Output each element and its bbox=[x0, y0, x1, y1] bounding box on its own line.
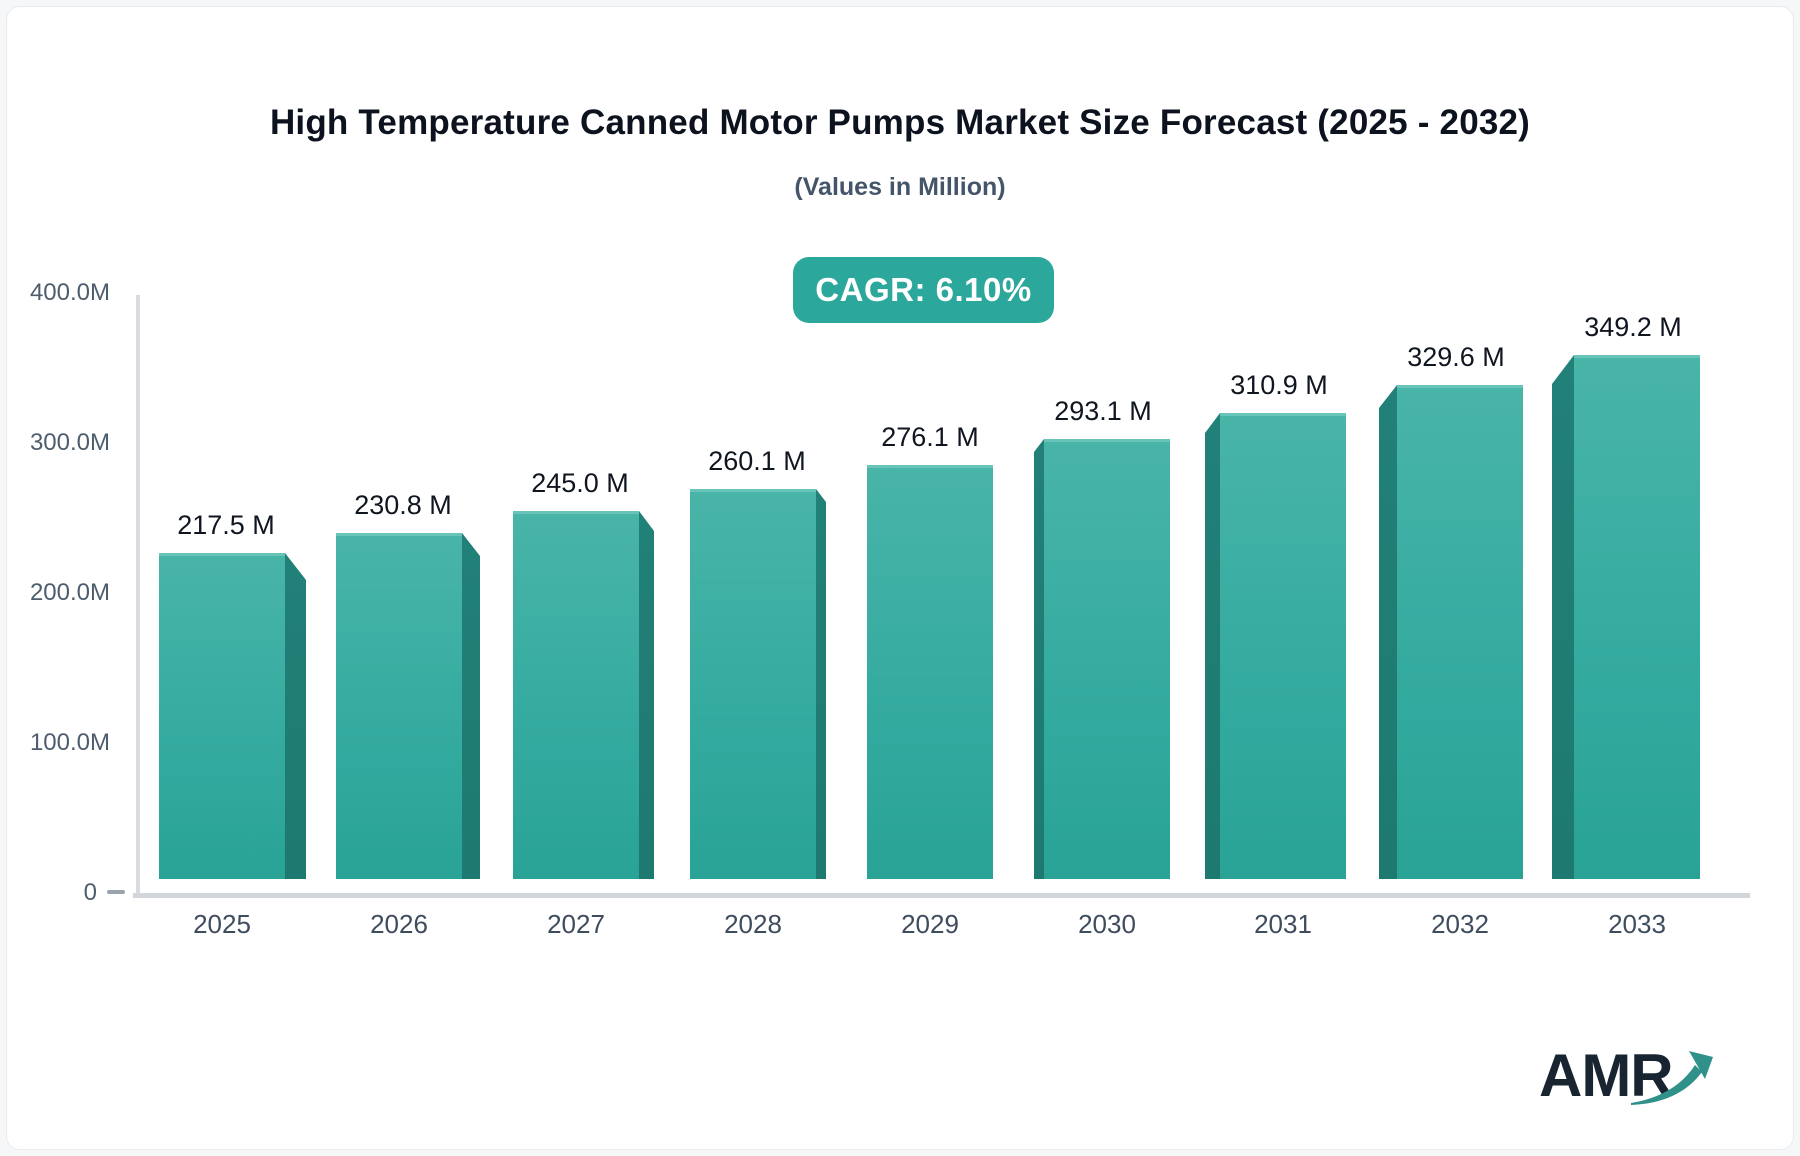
x-axis-label: 2025 bbox=[193, 909, 251, 939]
bar-face bbox=[1220, 413, 1346, 879]
bar: 276.1 M bbox=[867, 422, 993, 879]
bar-side bbox=[462, 533, 480, 879]
bar-side bbox=[1034, 439, 1044, 879]
y-axis-line bbox=[136, 295, 140, 895]
bar: 245.0 M bbox=[513, 468, 654, 879]
bar-side bbox=[639, 511, 654, 879]
x-axis-label: 2032 bbox=[1431, 909, 1489, 939]
x-axis-label: 2033 bbox=[1608, 909, 1666, 939]
x-axis-label: 2030 bbox=[1078, 909, 1136, 939]
logo-arrow-icon bbox=[1631, 1051, 1713, 1105]
bar-face bbox=[159, 553, 285, 879]
bar-face bbox=[690, 489, 816, 879]
y-axis-label: 400.0M bbox=[29, 279, 110, 306]
bar-side bbox=[816, 489, 826, 879]
bar-value-label: 329.6 M bbox=[1407, 342, 1505, 372]
cagr-badge-label: CAGR: 6.10% bbox=[815, 271, 1032, 308]
bar-face bbox=[513, 511, 639, 879]
bar: 260.1 M bbox=[690, 446, 826, 879]
bar-face bbox=[1397, 385, 1523, 879]
chart-title: High Temperature Canned Motor Pumps Mark… bbox=[269, 103, 1531, 142]
y-axis-label: 0 bbox=[83, 879, 97, 906]
x-axis-label: 2027 bbox=[547, 909, 605, 939]
bar-side bbox=[1205, 413, 1220, 879]
x-axis-label: 2029 bbox=[901, 909, 959, 939]
bar: 293.1 M bbox=[1034, 396, 1170, 879]
bar-face bbox=[867, 465, 993, 879]
bar-value-label: 217.5 M bbox=[177, 510, 275, 540]
amr-logo-text: AMR bbox=[1539, 1042, 1674, 1109]
bar: 349.2 M bbox=[1552, 312, 1700, 879]
bar-side bbox=[1379, 385, 1397, 879]
bar-value-label: 260.1 M bbox=[708, 446, 806, 476]
bar-side bbox=[285, 553, 306, 879]
bar-value-label: 310.9 M bbox=[1230, 370, 1328, 400]
bar-value-label: 276.1 M bbox=[881, 422, 979, 452]
chart-card: High Temperature Canned Motor Pumps Mark… bbox=[6, 6, 1794, 1150]
bar: 329.6 M bbox=[1379, 342, 1523, 879]
y-axis-label: 300.0M bbox=[29, 429, 110, 456]
bar-face bbox=[1574, 355, 1700, 879]
zero-tick bbox=[107, 890, 125, 894]
bar-value-label: 245.0 M bbox=[531, 468, 629, 498]
bar-face bbox=[1044, 439, 1170, 879]
bar-value-label: 230.8 M bbox=[354, 490, 452, 520]
bar-value-label: 349.2 M bbox=[1584, 312, 1682, 342]
x-axis-label: 2026 bbox=[370, 909, 428, 939]
bar: 217.5 M bbox=[159, 510, 306, 879]
x-axis-label: 2028 bbox=[724, 909, 782, 939]
amr-logo: AMR bbox=[1539, 1041, 1739, 1121]
cagr-badge: CAGR: 6.10% bbox=[793, 257, 1054, 323]
bar-value-label: 293.1 M bbox=[1054, 396, 1152, 426]
chart-subtitle: (Values in Million) bbox=[794, 173, 1006, 201]
x-axis-line bbox=[133, 893, 1750, 898]
x-axis-label: 2031 bbox=[1254, 909, 1312, 939]
y-axis-label: 200.0M bbox=[29, 579, 110, 606]
bar-face bbox=[336, 533, 462, 879]
bar: 230.8 M bbox=[336, 490, 480, 879]
bar: 310.9 M bbox=[1205, 370, 1346, 879]
y-axis-label: 100.0M bbox=[29, 729, 110, 756]
bar-side bbox=[1552, 355, 1574, 879]
